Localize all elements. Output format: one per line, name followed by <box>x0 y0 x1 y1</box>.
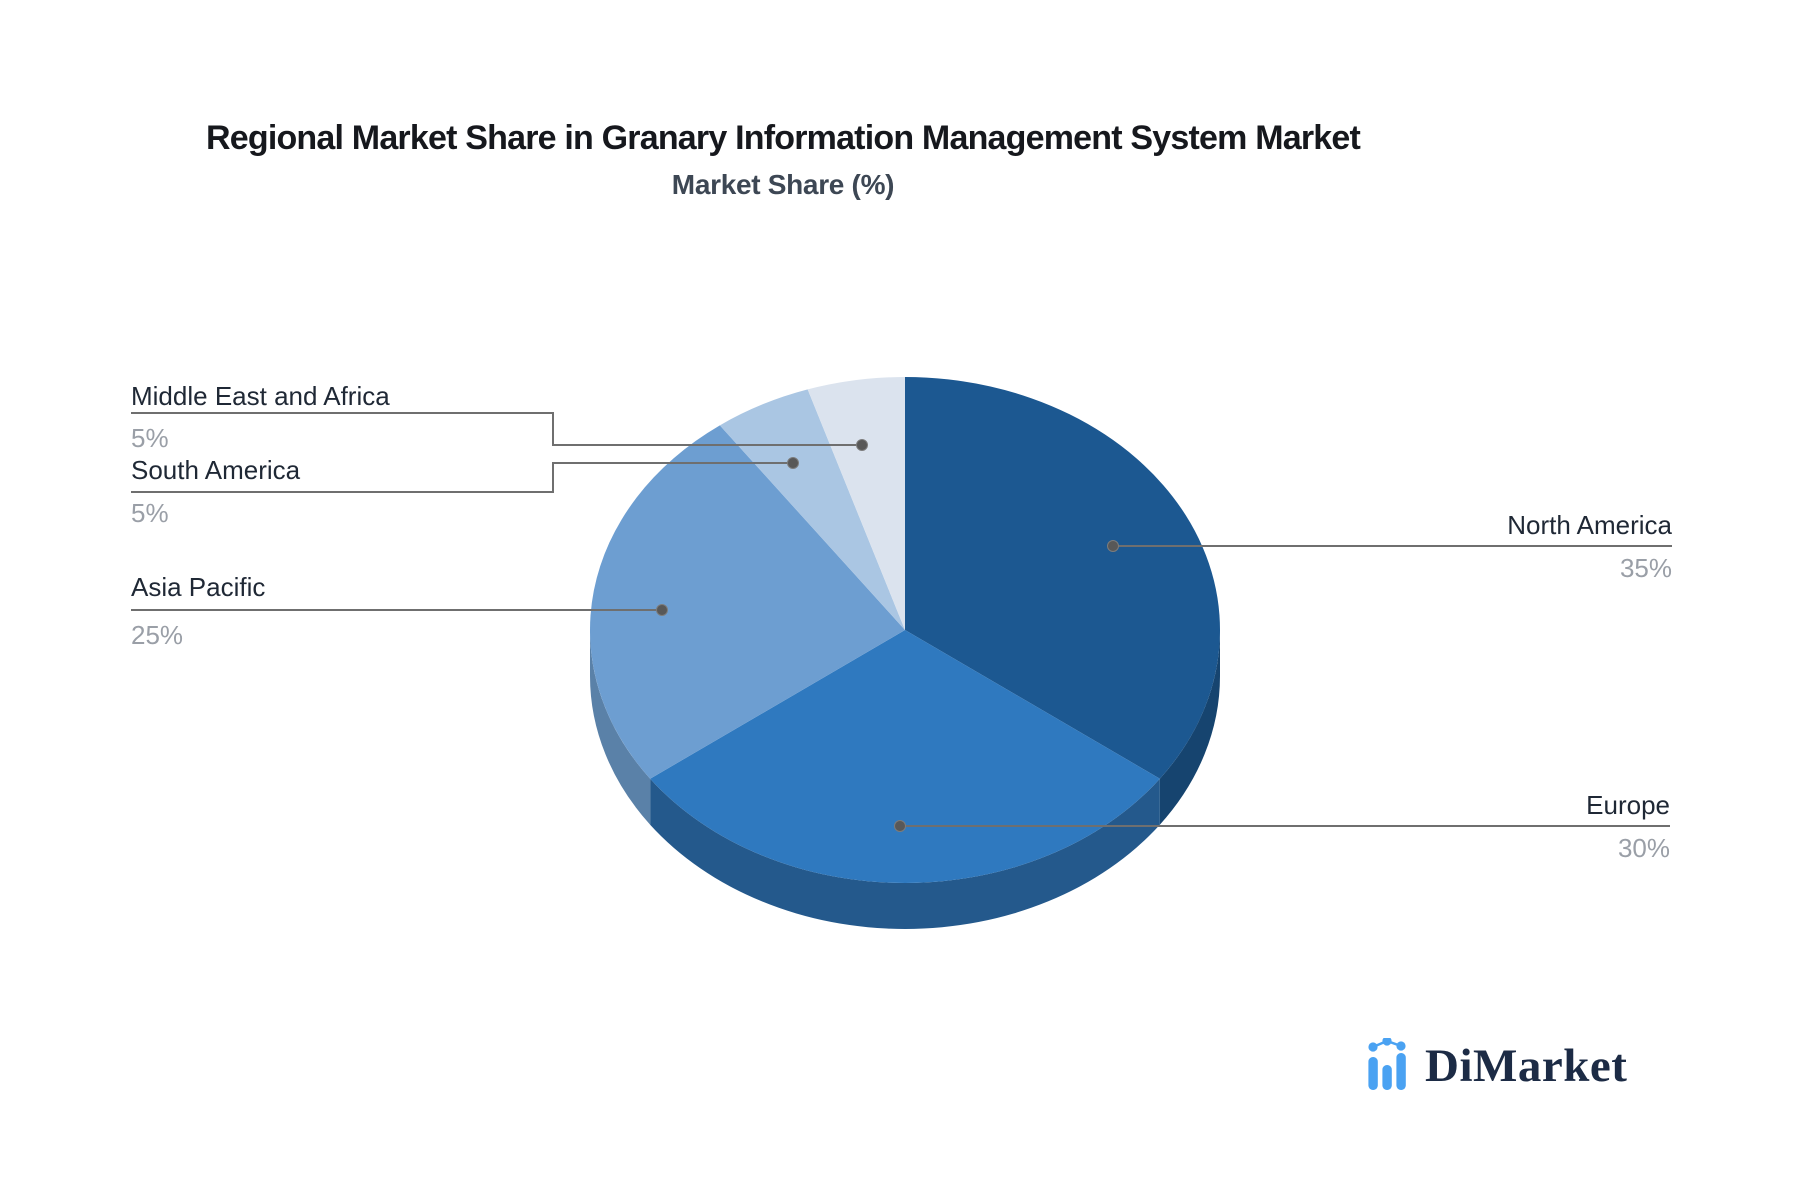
pie-slice-south-america[interactable] <box>719 389 905 630</box>
leader-dot-south-america <box>787 457 799 469</box>
slice-value-north-america: 35% <box>1620 553 1672 583</box>
brand-logo: DiMarket <box>1366 1038 1627 1090</box>
leader-line-south-america <box>131 462 793 493</box>
pie-slice-asia-pacific[interactable] <box>590 425 905 779</box>
slice-label-north-america: North America <box>1507 510 1672 540</box>
slice-value-asia-pacific: 25% <box>131 620 183 650</box>
chart-title: Regional Market Share in Granary Informa… <box>205 119 1361 157</box>
chart-subtitle: Market Share (%) <box>671 169 895 200</box>
slice-label-south-america: South America <box>131 455 301 485</box>
leader-dot-europe <box>894 820 906 832</box>
leader-line-middle-east-and-africa <box>131 412 862 446</box>
slice-value-europe: 30% <box>1618 833 1670 863</box>
pie-slice-side-north-america <box>1159 630 1220 825</box>
slice-label-middle-east-and-africa: Middle East and Africa <box>131 381 390 411</box>
leader-dot-north-america <box>1107 540 1119 552</box>
slice-value-middle-east-and-africa: 5% <box>131 423 169 453</box>
slice-label-europe: Europe <box>1586 790 1670 820</box>
pie-slice-side-europe <box>650 778 1160 929</box>
brand-logo-text: DiMarket <box>1425 1040 1628 1092</box>
pie-slice-north-america[interactable] <box>905 377 1220 779</box>
slice-value-south-america: 5% <box>131 498 169 528</box>
leader-dot-asia-pacific <box>656 604 668 616</box>
pie-slice-side-asia-pacific <box>590 630 651 825</box>
slice-label-asia-pacific: Asia Pacific <box>131 572 265 602</box>
pie-slice-middle-east-and-africa[interactable] <box>807 377 905 630</box>
bar-chart-logo-icon <box>1368 1038 1406 1090</box>
leader-dot-middle-east-and-africa <box>856 439 868 451</box>
pie-slice-europe[interactable] <box>650 630 1160 883</box>
